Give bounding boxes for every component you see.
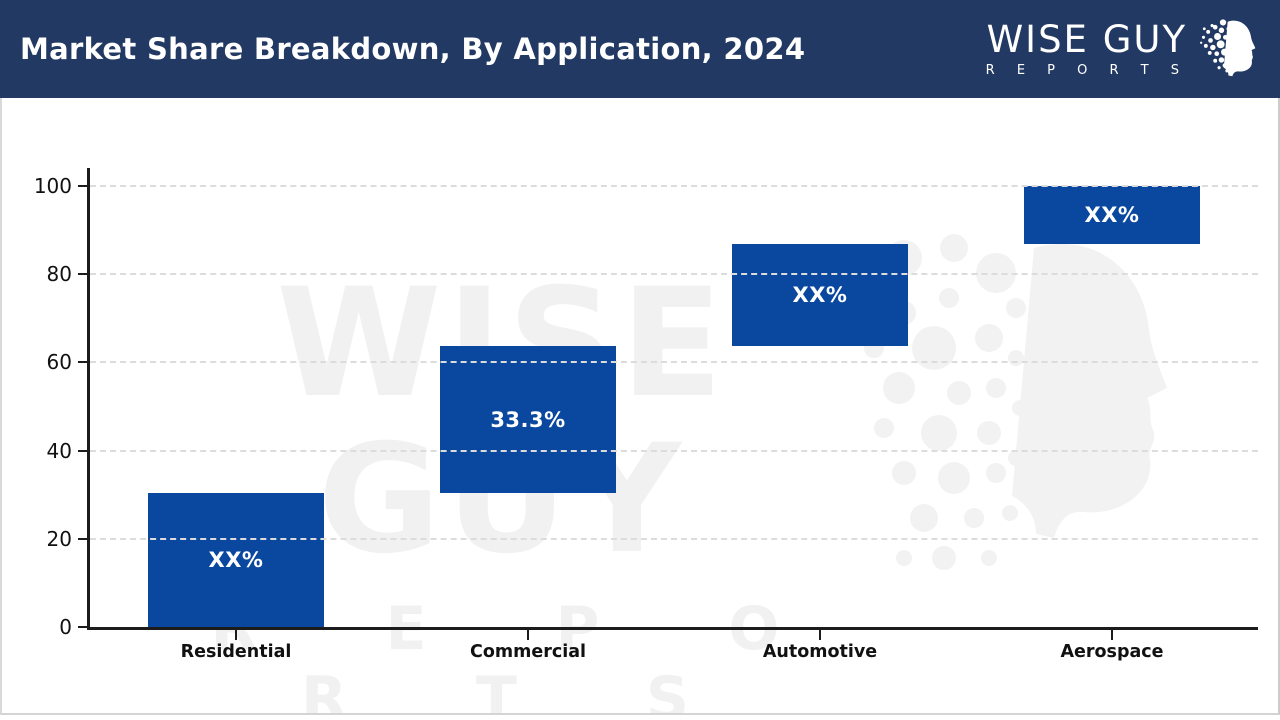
logo-face-icon [1199, 19, 1256, 77]
y-tick-label: 100 [33, 174, 72, 198]
y-tick-label: 0 [59, 615, 72, 639]
x-tick [819, 629, 821, 640]
watermark-wordmark: WISE GUY [276, 257, 728, 587]
chart-title: Market Share Breakdown, By Application, … [20, 32, 806, 66]
gridline-20 [90, 537, 1258, 540]
y-tick-label: 80 [46, 262, 72, 287]
x-axis-label-automotive: Automotive [762, 642, 878, 662]
x-tick [1111, 629, 1113, 640]
gridline-80 [90, 273, 1258, 276]
plot: XX% 33.3% XX% XX% 0 20 40 60 80 100 Residential Com… [2, 98, 1278, 713]
y-tick [78, 361, 88, 364]
y-tick-label: 20 [46, 526, 72, 551]
y-axis-line [87, 168, 90, 630]
x-axis-line [87, 627, 1258, 630]
bar-value-label: XX% [208, 547, 264, 572]
y-tick [78, 626, 88, 628]
gridline-40 [90, 449, 1258, 452]
logo-subtext: R E P O R T S [985, 62, 1188, 78]
x-tick [527, 629, 529, 640]
y-tick [78, 185, 88, 187]
header-bar: Market Share Breakdown, By Application, … [0, 0, 1280, 98]
x-axis-label-residential: Residential [180, 642, 292, 662]
gridline-100 [90, 185, 1258, 187]
x-tick [235, 629, 237, 640]
bar-commercial: 33.3% [440, 346, 616, 493]
y-tick [78, 273, 88, 276]
x-axis-label-commercial: Commercial [469, 642, 586, 662]
bar-value-label: 33.3% [490, 407, 566, 432]
logo-wordmark: WISE GUY [986, 17, 1188, 61]
gridline-60 [90, 361, 1258, 364]
y-tick-label: 40 [46, 438, 72, 463]
y-tick-label: 60 [46, 350, 72, 375]
bar-value-label: XX% [792, 282, 848, 307]
x-axis-label-aerospace: Aerospace [1060, 642, 1164, 662]
bar-value-label: XX% [1084, 202, 1140, 227]
y-tick [78, 449, 88, 452]
bar-aerospace: XX% [1024, 186, 1200, 244]
wise-guy-logo: WISE GUY R E P O R T S [986, 9, 1262, 89]
y-tick [78, 537, 88, 540]
bar-residential: XX% [148, 492, 324, 627]
logo-text: WISE GUY R E P O R T S [986, 21, 1188, 78]
bar-automotive: XX% [732, 243, 908, 347]
chart-area: WISE GUY R E P O R T S XX% 33.3% XX% XX% 0 20… [0, 98, 1280, 715]
